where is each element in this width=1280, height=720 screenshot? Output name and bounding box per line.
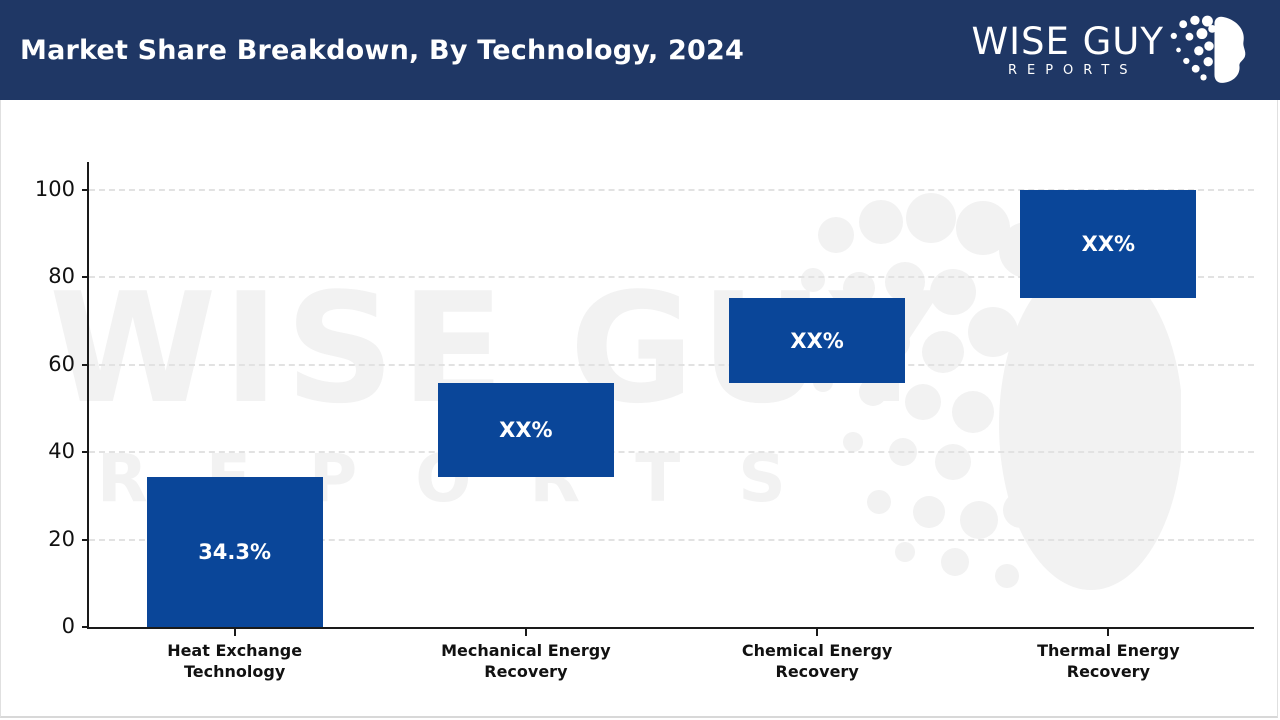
waterfall-bar: XX% bbox=[1020, 190, 1197, 299]
x-axis-tick bbox=[233, 629, 236, 636]
y-axis-tick-label: 80 bbox=[48, 264, 75, 289]
y-axis-tick-label: 0 bbox=[61, 614, 75, 638]
chart-area: WISE GUY REPORTS 0 20 40 60 80 100 34.3% Heat E… bbox=[0, 100, 1278, 718]
bar-value-label: XX% bbox=[1081, 232, 1136, 257]
page-title: Market Share Breakdown, By Technology, 2… bbox=[20, 34, 745, 66]
y-gridline bbox=[89, 189, 1254, 191]
y-axis-tick-label: 60 bbox=[48, 351, 75, 376]
wiseguy-face-icon bbox=[1170, 15, 1246, 83]
x-axis-category-label: Thermal Energy Recovery bbox=[1037, 641, 1180, 681]
bar-value-label: XX% bbox=[790, 328, 844, 353]
y-axis-tick-label: 100 bbox=[34, 177, 75, 201]
y-axis-tick bbox=[82, 451, 89, 454]
waterfall-bar: XX% bbox=[437, 382, 614, 478]
x-axis-category-label: Chemical Energy Recovery bbox=[741, 641, 893, 681]
x-axis-tick bbox=[816, 629, 819, 636]
y-axis-tick-label: 40 bbox=[48, 439, 75, 464]
waterfall-bar: XX% bbox=[729, 298, 906, 383]
bar-value-label: XX% bbox=[499, 417, 553, 442]
logo-wordmark: WISE GUY bbox=[971, 20, 1164, 63]
x-axis-line bbox=[87, 627, 1254, 629]
x-axis-category-label: Mechanical Energy Recovery bbox=[441, 641, 611, 681]
waterfall-bar: 34.3% bbox=[146, 477, 323, 627]
y-gridline bbox=[89, 363, 1254, 366]
logo-subtext: REPORTS bbox=[1007, 63, 1138, 78]
y-axis-tick bbox=[82, 189, 89, 191]
y-axis-tick-label: 20 bbox=[48, 526, 75, 551]
y-axis-tick bbox=[82, 276, 89, 279]
y-axis-tick bbox=[82, 363, 89, 366]
y-axis-line bbox=[87, 162, 89, 629]
x-axis-tick bbox=[1107, 629, 1110, 636]
y-axis-tick bbox=[82, 626, 89, 628]
brand-logo-text: WISE GUY REPORTS bbox=[972, 23, 1164, 77]
y-gridline bbox=[89, 538, 1254, 541]
header: Market Share Breakdown, By Technology, 2… bbox=[0, 0, 1280, 100]
bar-value-label: 34.3% bbox=[198, 540, 272, 565]
brand-logo: WISE GUY REPORTS bbox=[972, 10, 1252, 90]
y-gridline bbox=[89, 276, 1254, 279]
x-axis-tick bbox=[524, 629, 527, 636]
y-axis-tick bbox=[82, 538, 89, 541]
y-gridline bbox=[89, 451, 1254, 454]
x-axis-category-label: Heat Exchange Technology bbox=[167, 641, 303, 681]
